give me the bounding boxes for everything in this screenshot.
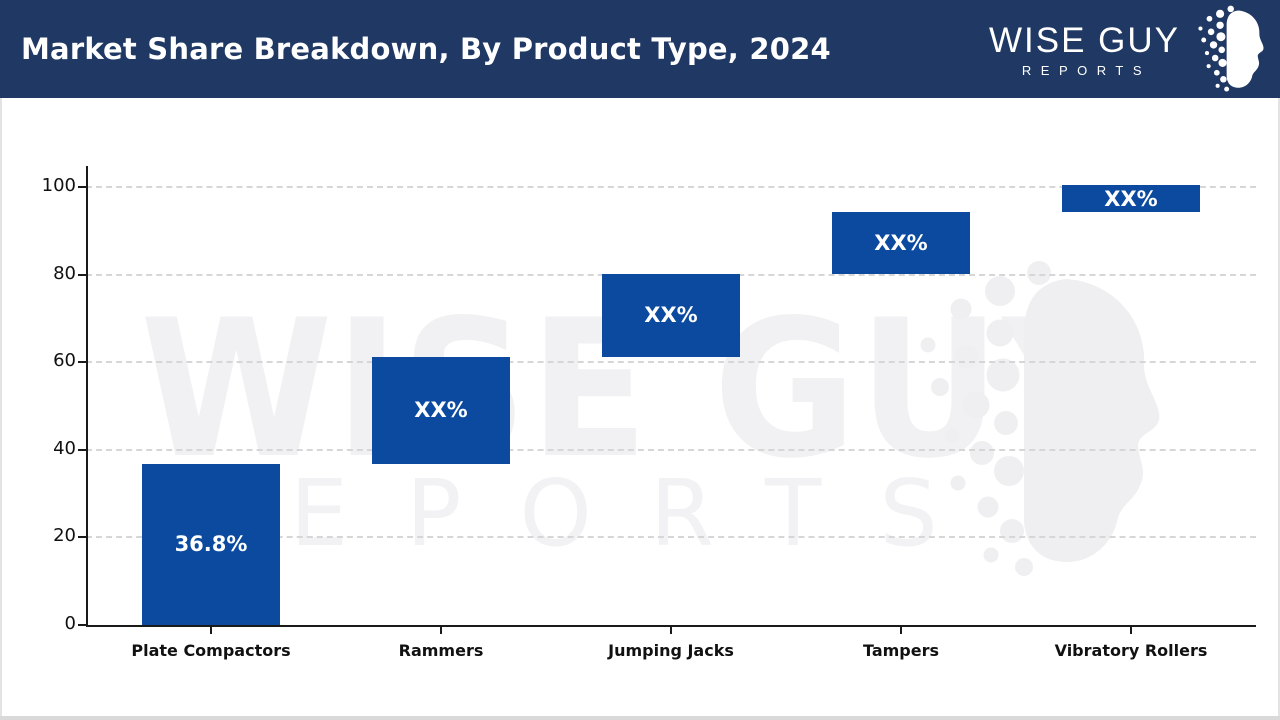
ytick-mark: [78, 361, 86, 364]
ytick-mark: [78, 273, 86, 276]
category-label: Rammers: [398, 641, 484, 660]
category-label: Jumping Jacks: [608, 641, 734, 660]
bar-segment-jumping-jacks: XX%: [602, 273, 740, 357]
bar-segment-rammers: XX%: [372, 356, 510, 464]
x-axis-line: [86, 625, 1256, 627]
ytick-label: 60: [53, 350, 76, 372]
xtick-mark: [1130, 627, 1132, 634]
bar-value-label: XX%: [644, 303, 698, 328]
bar-segment-plate-compactors: 36.8%: [142, 463, 280, 625]
watermark-subtext: REPORTS: [168, 460, 996, 567]
category-label: Plate Compactors: [131, 641, 291, 660]
ytick-label: 100: [41, 175, 76, 196]
gridline-y40: [86, 448, 1256, 451]
gridline-y100: [86, 186, 1256, 188]
ytick-label: 0: [64, 613, 76, 634]
xtick-mark: [670, 627, 672, 634]
bar-value-label: XX%: [1104, 186, 1158, 211]
xtick-mark: [440, 627, 442, 634]
ytick-label: 40: [53, 437, 76, 459]
wiseguy-head-icon: [1198, 5, 1264, 92]
ytick-mark: [78, 536, 86, 539]
left-border: [0, 98, 2, 720]
bar-value-label: XX%: [414, 398, 468, 423]
bar-value-label: 36.8%: [174, 532, 248, 557]
watermark-head-icon: [920, 261, 1160, 576]
bottom-border: [0, 716, 1280, 720]
header-bar: Market Share Breakdown, By Product Type,…: [0, 0, 1280, 98]
chart-title: Market Share Breakdown, By Product Type,…: [21, 32, 831, 66]
y-axis-line: [86, 166, 88, 627]
ytick-mark: [78, 448, 86, 451]
category-label: Vibratory Rollers: [1054, 641, 1208, 660]
bar-segment-vibratory-rollers: XX%: [1062, 185, 1200, 213]
xtick-mark: [210, 627, 212, 634]
ytick-mark: [78, 186, 86, 188]
ytick-label: 20: [53, 525, 76, 547]
wiseguy-logo: WISE GUY REPORTS: [989, 0, 1266, 98]
bar-segment-tampers: XX%: [832, 212, 970, 274]
ytick-mark: [78, 624, 86, 626]
category-label: Tampers: [862, 641, 940, 660]
right-border: [1278, 98, 1280, 720]
logo-wordmark: WISE GUY: [988, 20, 1180, 60]
wiseguy-logo-text: WISE GUY REPORTS: [989, 21, 1180, 78]
gridline-y20: [86, 536, 1256, 539]
gridline-y60: [86, 361, 1256, 364]
xtick-mark: [900, 627, 902, 634]
ytick-label: 80: [53, 262, 76, 284]
bar-value-label: XX%: [874, 231, 928, 256]
logo-subtext: REPORTS: [1021, 62, 1152, 78]
